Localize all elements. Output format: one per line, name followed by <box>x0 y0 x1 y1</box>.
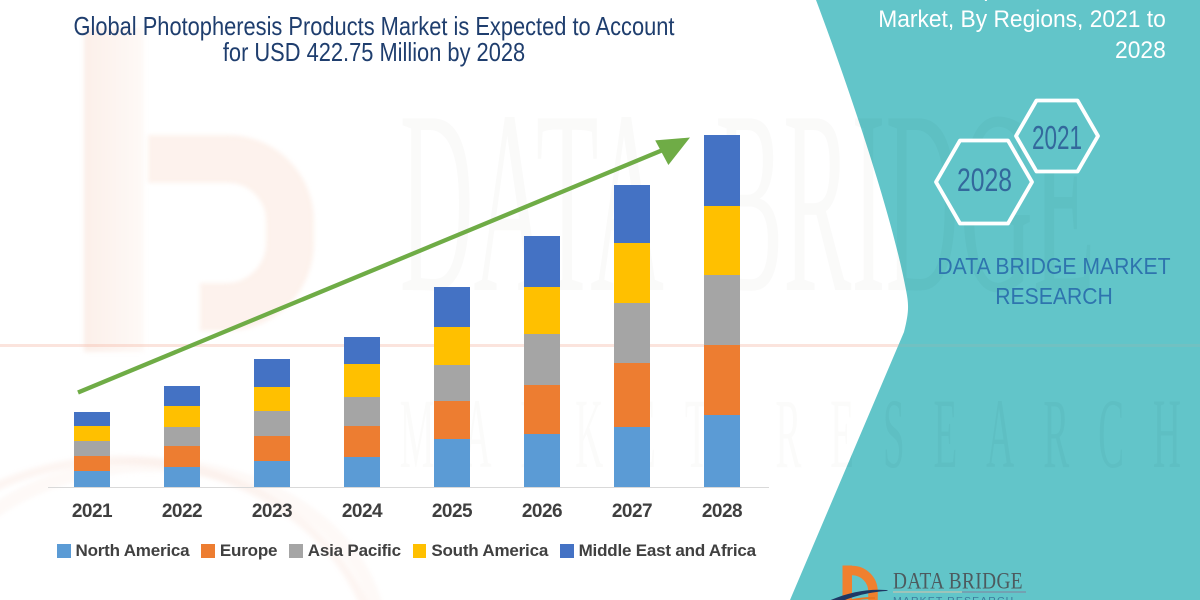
svg-text:2028: 2028 <box>957 162 1012 198</box>
svg-text:MARKET RESEARCH: MARKET RESEARCH <box>893 595 1014 600</box>
svg-text:2021: 2021 <box>1032 119 1082 156</box>
svg-text:DATA BRIDGE: DATA BRIDGE <box>893 569 1023 595</box>
